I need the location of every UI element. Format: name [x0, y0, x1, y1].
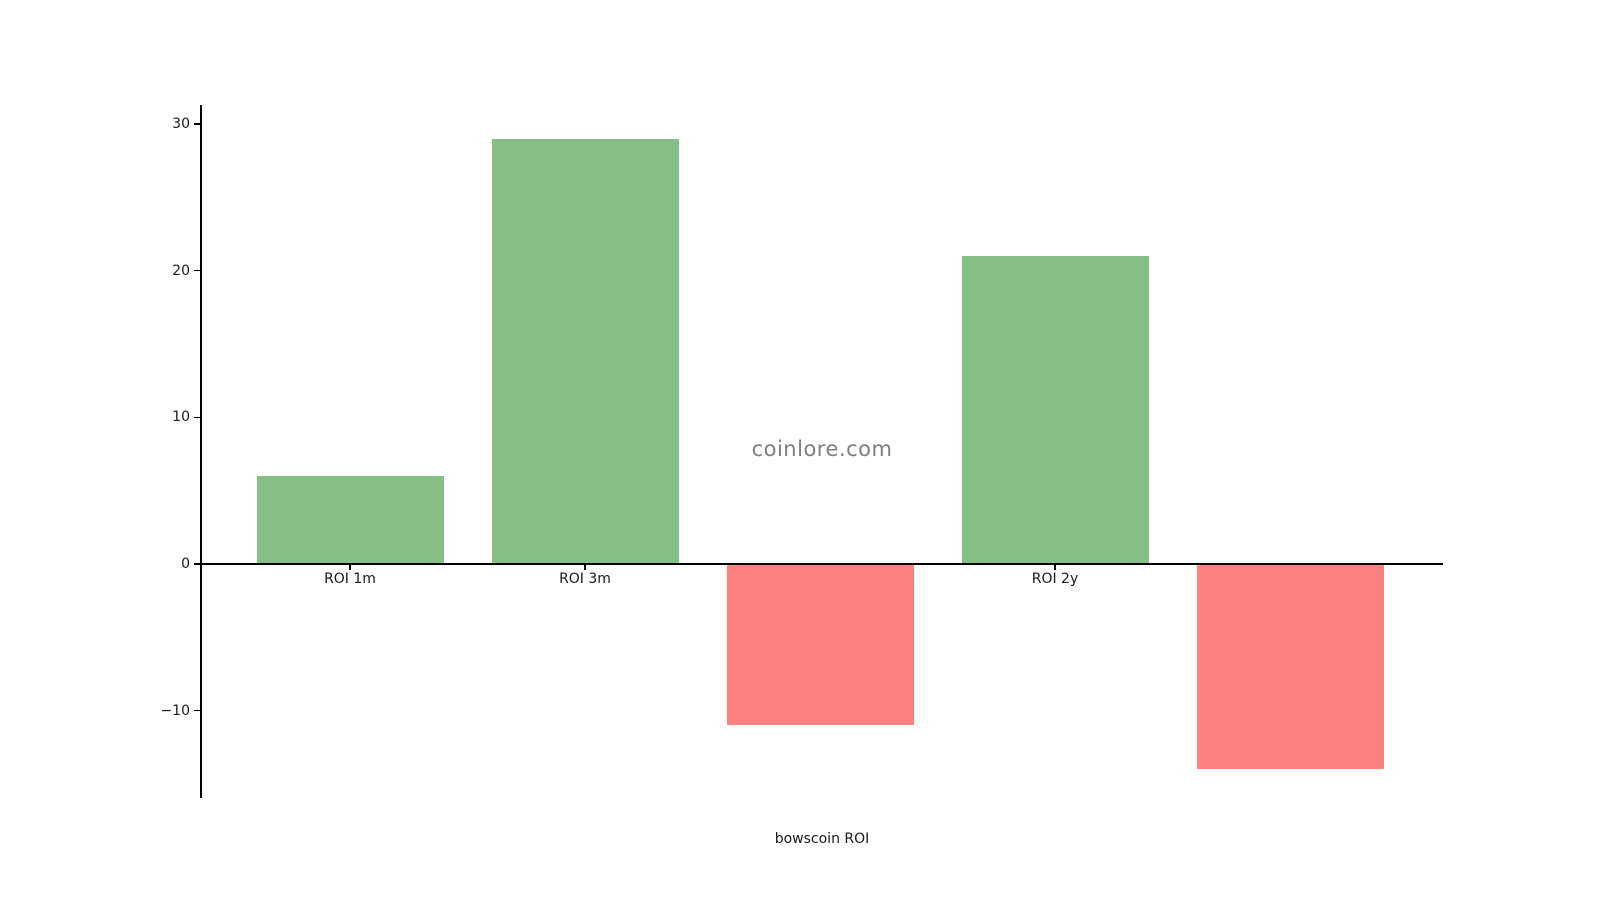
- x-axis-line: [200, 563, 1443, 565]
- y-tick-label-0: 0: [181, 556, 190, 572]
- x-axis-title: bowscoin ROI: [774, 831, 870, 847]
- y-tick-mark: [194, 123, 200, 125]
- x-tick-label-roi-2y: ROI 2y: [1031, 571, 1079, 587]
- watermark: coinlore.com: [751, 437, 893, 461]
- bar-roi-2y: [961, 255, 1149, 564]
- x-tick-label-roi-3m: ROI 3m: [559, 571, 611, 587]
- y-tick-mark: [194, 563, 200, 565]
- x-tick-mark: [349, 564, 351, 570]
- y-tick-label-10: −10: [160, 702, 190, 719]
- y-tick-label-20: 20: [172, 262, 190, 279]
- x-tick-mark: [1054, 564, 1056, 570]
- y-tick-label-10: 10: [172, 409, 190, 426]
- x-tick-label-roi-1m: ROI 1m: [324, 571, 376, 587]
- y-tick-mark: [194, 709, 200, 712]
- bar-roi-3m: [491, 138, 679, 564]
- y-tick-mark: [194, 416, 200, 419]
- bar-5: [1196, 564, 1384, 770]
- y-tick-mark: [194, 269, 200, 272]
- bar-roi-1m: [256, 475, 444, 564]
- bar-3: [726, 564, 914, 726]
- y-tick-label-30: 30: [172, 115, 190, 132]
- y-axis-line: [200, 105, 202, 798]
- x-tick-mark: [584, 564, 586, 570]
